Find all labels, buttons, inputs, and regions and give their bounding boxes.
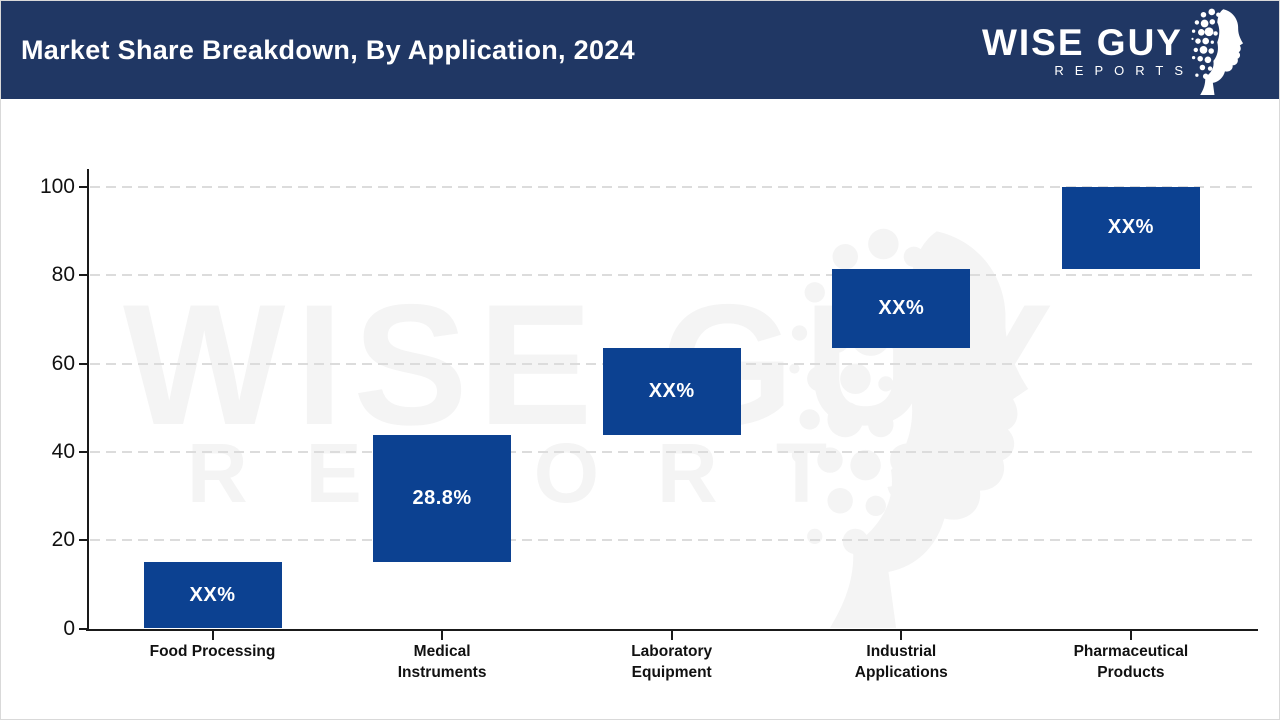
bar-value-label: 28.8% [412, 487, 472, 510]
x-axis-tick-mark [211, 631, 214, 640]
gridline-40 [90, 450, 1257, 453]
gridline-80 [90, 274, 1257, 277]
x-axis-category-label: Pharmaceutical Products [1073, 643, 1189, 681]
x-axis-tick-mark [670, 631, 673, 640]
header: Market Share Breakdown, By Application, … [1, 1, 1279, 99]
y-axis-tick-label: 60 [51, 351, 75, 375]
bar-value-label: XX% [878, 296, 925, 319]
x-axis-tick-mark [1129, 631, 1132, 640]
logo-text-wise-guy: WISE GUY [981, 21, 1183, 63]
y-axis-tick-mark [79, 627, 87, 630]
x-axis-category-label: Laboratory Equipment [631, 643, 713, 681]
y-axis-tick-mark [79, 450, 87, 453]
y-axis-line [87, 169, 89, 631]
bar-value-label: XX% [648, 380, 695, 403]
x-axis-category-label: Industrial Applications [854, 643, 948, 681]
gridline-100 [90, 186, 1257, 188]
logo-wordmark: WISE GUY REPORTS [982, 24, 1183, 77]
gridline-20 [90, 539, 1257, 542]
y-axis-tick-mark [79, 274, 87, 277]
bar-food-processing: XX% [143, 562, 282, 629]
x-axis-line [86, 629, 1258, 631]
y-axis-tick-label: 40 [51, 439, 75, 463]
x-axis-tick-mark [900, 631, 903, 640]
y-axis-tick-mark [79, 362, 87, 365]
y-axis-tick-label: 0 [63, 616, 75, 640]
x-axis-category-label: Medical Instruments [397, 643, 487, 681]
bar-industrial-applications: XX% [832, 268, 971, 349]
bar-value-label: XX% [189, 583, 236, 606]
chart-title: Market Share Breakdown, By Application, … [21, 34, 635, 65]
y-axis-tick-label: 100 [39, 175, 75, 198]
y-axis-tick-mark [79, 539, 87, 542]
y-axis-tick-label: 80 [51, 263, 75, 287]
x-axis-tick-mark [441, 631, 444, 640]
logo-text-reports: REPORTS [1054, 62, 1194, 78]
wiseguy-head-icon [1191, 8, 1244, 95]
bar-pharmaceutical-products: XX% [1061, 187, 1200, 269]
bar-medical-instruments: 28.8% [373, 435, 512, 563]
wiseguy-logo: WISE GUY REPORTS [982, 5, 1253, 95]
watermark-text-reports: REPORTS [187, 426, 1000, 520]
bar-value-label: XX% [1107, 216, 1154, 239]
bar-laboratory-equipment: XX% [602, 348, 741, 436]
y-axis-tick-mark [79, 186, 87, 188]
y-axis-tick-label: 20 [51, 528, 75, 552]
x-axis-category-label: Food Processing [149, 643, 276, 660]
